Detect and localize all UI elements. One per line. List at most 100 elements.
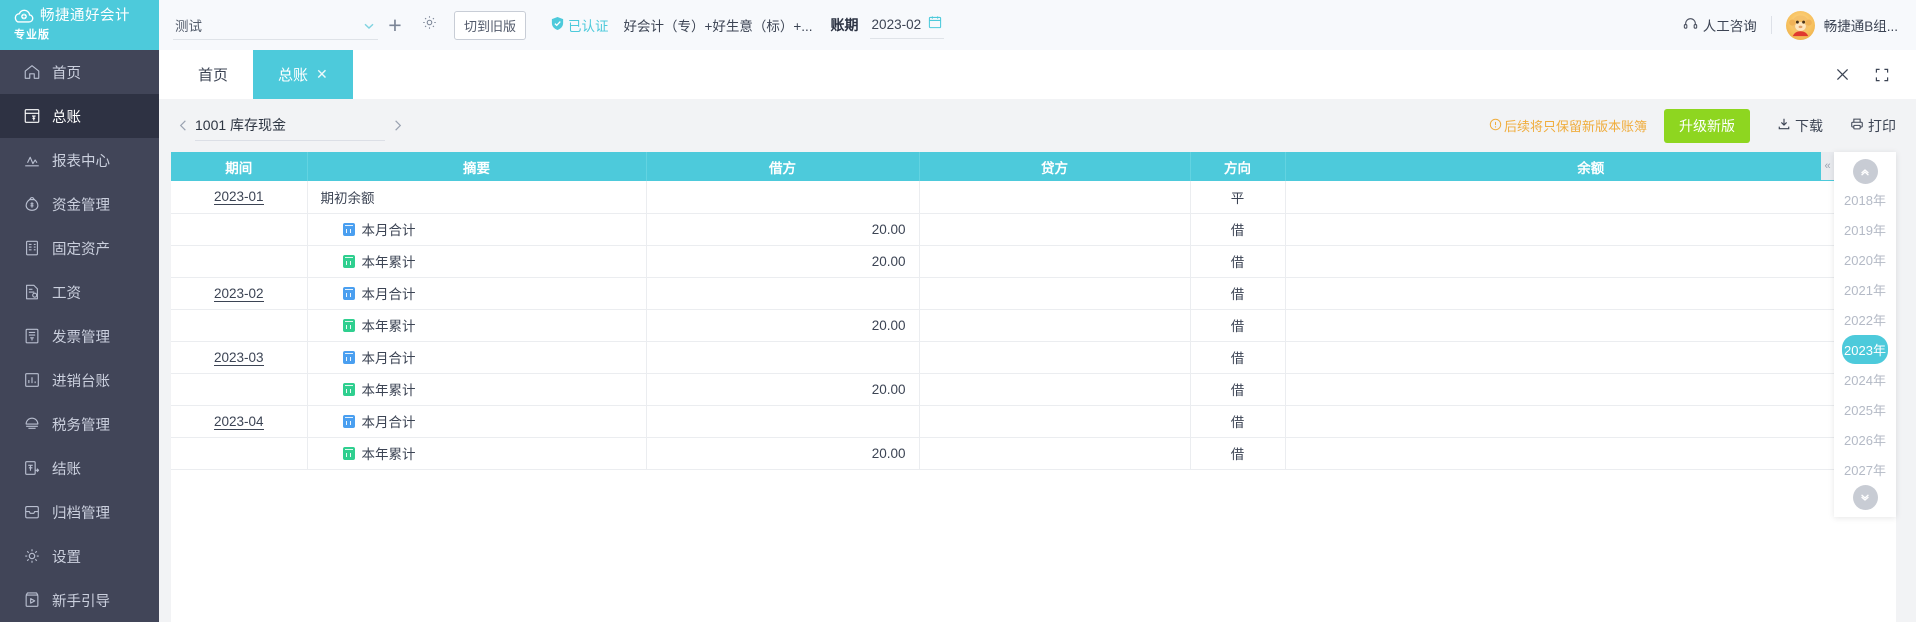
year-item-4[interactable]: 2022年	[1844, 313, 1886, 328]
cell-debit: 20.00	[646, 213, 920, 246]
collapse-left-icon[interactable]: «	[1821, 152, 1834, 180]
column-header-4: 方向	[1190, 152, 1286, 181]
avatar[interactable]	[1785, 10, 1815, 40]
gear-icon	[22, 547, 41, 566]
cell-direction: 平	[1190, 181, 1286, 214]
toolbar-actions: 后续将只保留新版本账簿 升级新版 下载	[1489, 108, 1896, 143]
cell-period: 2023-03	[171, 341, 308, 374]
account-set-select[interactable]: 测试	[173, 10, 378, 40]
year-item-3[interactable]: 2021年	[1844, 283, 1886, 298]
print-button[interactable]: 打印	[1850, 116, 1896, 136]
sidebar-item-10[interactable]: 归档管理	[0, 490, 159, 534]
table-row[interactable]: 2023-03 本月合计 借20.00	[171, 341, 1896, 374]
headset-icon	[1683, 16, 1698, 34]
cell-memo: 本月合计	[307, 341, 647, 374]
cell-memo: 本月合计	[307, 213, 647, 246]
close-icon[interactable]: ✕	[316, 66, 328, 82]
sidebar-item-2[interactable]: 报表中心	[0, 138, 159, 182]
verified-badge: 已认证	[550, 15, 609, 35]
chart-icon	[22, 151, 41, 170]
sidebar-item-7[interactable]: 进销台账	[0, 358, 159, 402]
brand-name: 畅捷通好会计	[40, 8, 130, 24]
memo-label: 本年累计	[361, 383, 416, 398]
yearly-total-icon	[342, 382, 355, 396]
chevron-right-icon[interactable]	[385, 111, 409, 141]
ledger-toolbar: 1001 库存现金 后续将只保留新版本账簿 升级新版	[159, 99, 1916, 152]
year-item-6[interactable]: 2024年	[1844, 373, 1886, 388]
cell-credit	[919, 277, 1191, 310]
sidebar-item-12[interactable]: 新手引导	[0, 578, 159, 622]
upgrade-warning: 后续将只保留新版本账簿	[1489, 116, 1647, 135]
cell-period	[171, 437, 308, 470]
sidebar-item-label: 总账	[52, 109, 81, 126]
guide-icon	[22, 591, 41, 610]
memo-label: 期初余额	[320, 190, 375, 206]
inventory-icon	[22, 371, 41, 390]
year-item-7[interactable]: 2025年	[1844, 403, 1886, 418]
sidebar-item-8[interactable]: 税务管理	[0, 402, 159, 446]
sidebar-item-5[interactable]: 工资	[0, 270, 159, 314]
download-button[interactable]: 下载	[1777, 116, 1823, 136]
cell-balance: 20.00	[1285, 309, 1896, 342]
cell-balance: 20.00	[1285, 213, 1896, 246]
settings-button[interactable]	[412, 8, 446, 42]
cell-period	[171, 245, 308, 278]
scroll-up-button[interactable]	[1852, 159, 1878, 184]
cell-credit	[919, 373, 1191, 406]
add-account-button[interactable]: +	[378, 8, 412, 42]
cell-credit	[919, 181, 1191, 214]
download-label: 下载	[1795, 117, 1823, 134]
sidebar-item-9[interactable]: 结账	[0, 446, 159, 490]
cell-balance: 20.00	[1285, 341, 1896, 374]
tax-icon	[22, 415, 41, 434]
table-header-row: 期间 摘要 借方 贷方 方向 余额	[171, 152, 1896, 181]
year-item-9[interactable]: 2027年	[1844, 463, 1886, 478]
sidebar-item-1[interactable]: 总账	[0, 94, 159, 138]
calendar-icon	[928, 15, 942, 34]
cell-memo: 本月合计	[307, 405, 647, 438]
cell-period: 2023-02	[171, 277, 308, 310]
year-item-0[interactable]: 2018年	[1844, 193, 1886, 208]
sidebar-item-11[interactable]: 设置	[0, 534, 159, 578]
chevron-left-icon[interactable]	[171, 111, 195, 141]
table-row[interactable]: 2023-04 本月合计 借20.00	[171, 405, 1896, 438]
account-subject-field[interactable]: 1001 库存现金	[195, 111, 385, 141]
memo-label: 本年累计	[361, 447, 416, 462]
year-item-8[interactable]: 2026年	[1844, 433, 1886, 448]
switch-to-old-version-button[interactable]: 切到旧版	[454, 10, 527, 40]
tab-general-ledger[interactable]: 总账 ✕	[253, 50, 353, 99]
sidebar-item-4[interactable]: 固定资产	[0, 226, 159, 270]
sidebar-item-0[interactable]: 首页	[0, 50, 159, 94]
memo-label: 本月合计	[361, 415, 416, 430]
cell-credit	[919, 213, 1191, 246]
support-button[interactable]: 人工咨询	[1683, 15, 1757, 35]
table-row[interactable]: 2023-02 本月合计 借20.00	[171, 277, 1896, 310]
close-panel-button[interactable]	[1822, 50, 1862, 99]
building-icon	[22, 239, 41, 258]
monthly-total-icon	[342, 286, 355, 300]
cell-debit	[646, 405, 920, 438]
upgrade-button[interactable]: 升级新版	[1664, 108, 1750, 143]
sidebar-item-6[interactable]: 发票管理	[0, 314, 159, 358]
cell-credit	[919, 309, 1191, 342]
scroll-down-button[interactable]	[1852, 485, 1878, 510]
username-label[interactable]: 畅捷通B组...	[1823, 19, 1898, 34]
archive-icon	[22, 503, 41, 522]
fullscreen-icon[interactable]	[1862, 50, 1902, 99]
table-head: 期间 摘要 借方 贷方 方向 余额	[171, 152, 1896, 181]
tab-home[interactable]: 首页	[173, 50, 253, 99]
period-picker[interactable]: 2023-02	[869, 12, 945, 39]
sidebar-item-3[interactable]: 资金管理	[0, 182, 159, 226]
year-item-2[interactable]: 2020年	[1844, 253, 1886, 268]
year-item-5[interactable]: 2023年	[1842, 335, 1888, 364]
divider	[1770, 16, 1772, 34]
memo-label: 本年累计	[361, 319, 416, 334]
cell-direction: 借	[1190, 245, 1286, 278]
table-row[interactable]: 2023-01 期初余额 平	[171, 181, 1896, 214]
year-item-1[interactable]: 2019年	[1844, 223, 1886, 238]
